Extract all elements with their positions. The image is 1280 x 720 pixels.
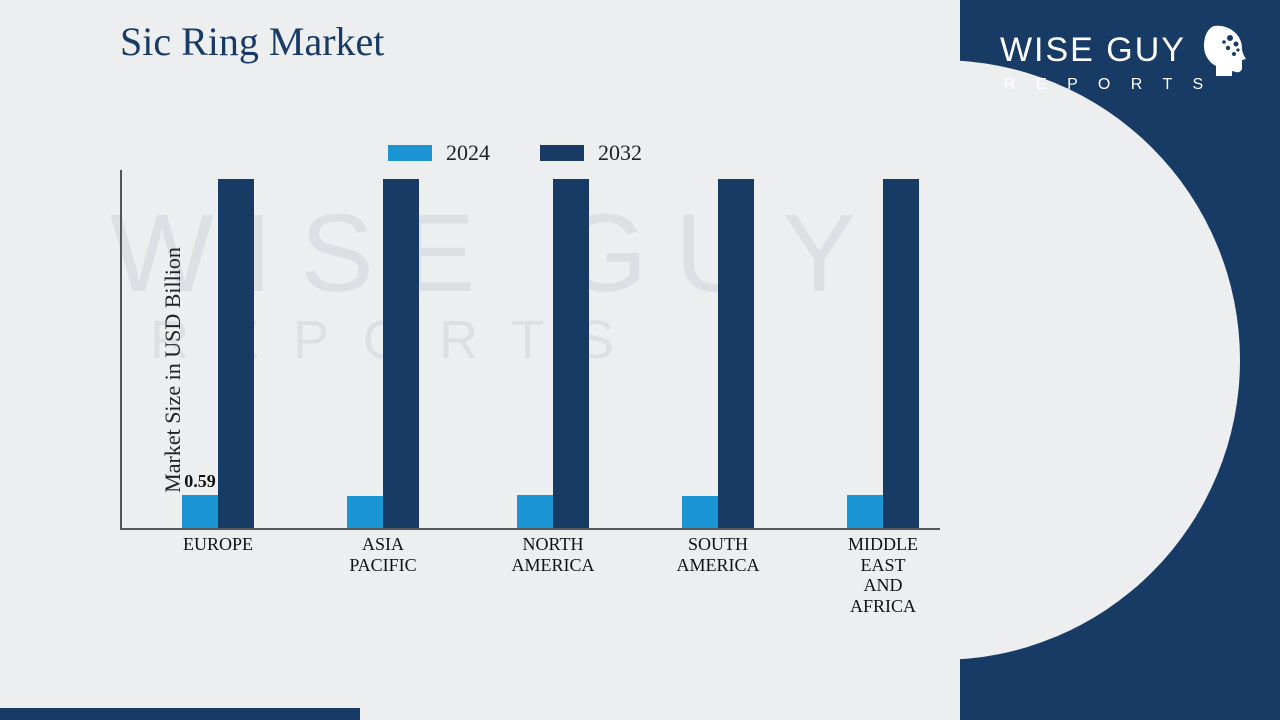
brand-logo: WISE GUY R E P O R T S: [1000, 22, 1250, 94]
bar-group: 0.59EUROPE: [182, 179, 254, 528]
bar: [847, 495, 883, 528]
bar: [347, 496, 383, 528]
page-root: WISE GUY R E P O R T S Sic Ring Market W…: [0, 0, 1280, 720]
bar: [218, 179, 254, 528]
legend-item: 2024: [388, 140, 490, 166]
footer-accent-bar: [0, 708, 360, 720]
bar: [383, 179, 419, 528]
plot-area: 0.59EUROPE ASIAPACIFIC NORTHAMERICA SOUTHAM…: [120, 170, 940, 530]
bar-group: ASIAPACIFIC: [347, 179, 419, 528]
x-category-label: EUROPE: [148, 528, 288, 555]
bar-value-label: 0.59: [184, 471, 216, 492]
legend-label: 2032: [598, 140, 642, 166]
legend-swatch-icon: [388, 145, 432, 161]
x-category-label: SOUTHAMERICA: [648, 528, 788, 575]
chart-legend: 2024 2032: [388, 140, 642, 166]
legend-label: 2024: [446, 140, 490, 166]
x-category-label: NORTHAMERICA: [483, 528, 623, 575]
x-category-label: MIDDLEEASTANDAFRICA: [813, 528, 953, 617]
bar: [883, 179, 919, 528]
x-category-label: ASIAPACIFIC: [313, 528, 453, 575]
bar: [517, 495, 553, 528]
legend-swatch-icon: [540, 145, 584, 161]
bar-group: MIDDLEEASTANDAFRICA: [847, 179, 919, 528]
logo-text-line2: R E P O R T S: [1004, 76, 1250, 94]
legend-item: 2032: [540, 140, 642, 166]
bar: [682, 496, 718, 528]
bar: [182, 495, 218, 528]
bar-group: SOUTHAMERICA: [682, 179, 754, 528]
bar-group: NORTHAMERICA: [517, 179, 589, 528]
bar: [718, 179, 754, 528]
chart-title: Sic Ring Market: [120, 18, 384, 65]
logo-text-line1: WISE GUY: [1000, 31, 1186, 70]
bar-chart: 2024 2032 Market Size in USD Billion 0.5…: [90, 170, 940, 570]
bar: [553, 179, 589, 528]
head-silhouette-icon: [1194, 22, 1250, 78]
